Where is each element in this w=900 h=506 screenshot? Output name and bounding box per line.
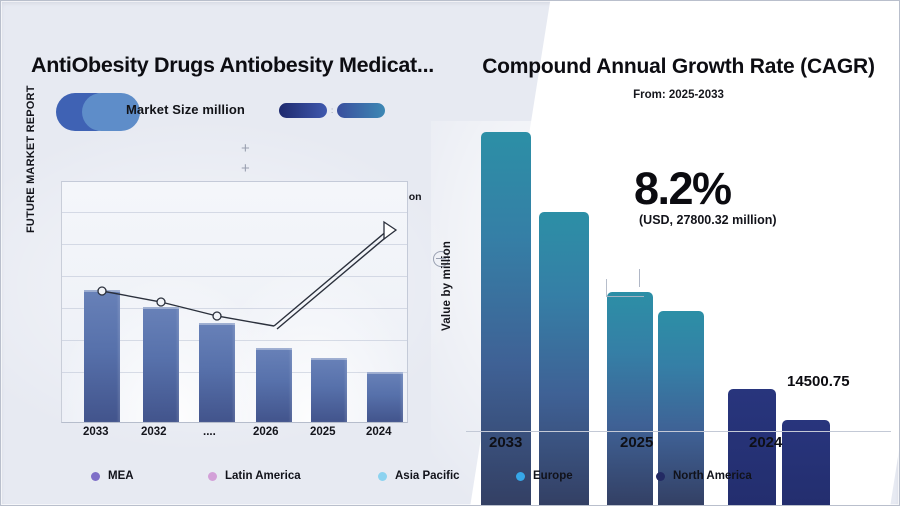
bar-dots bbox=[199, 323, 235, 422]
legend-dot-icon bbox=[378, 471, 387, 481]
cagr-last-bar-value: 14500.75 bbox=[787, 373, 850, 390]
bar-2032 bbox=[143, 307, 179, 422]
x-label-3: 2026 bbox=[253, 426, 279, 438]
left-chart-side-label: FUTURE MARKET REPORT bbox=[25, 85, 37, 233]
bar-2033 bbox=[84, 290, 120, 422]
right-panel: Compound Annual Growth Rate (CAGR) From:… bbox=[456, 1, 899, 505]
cagr-title: Compound Annual Growth Rate (CAGR) bbox=[482, 55, 875, 78]
left-chart-y-axis-label: Value by million bbox=[441, 240, 453, 331]
x-label-2: .... bbox=[203, 426, 216, 438]
ghost-bracket-tick bbox=[639, 269, 641, 287]
cagr-bar-2025-primary bbox=[607, 292, 653, 505]
legend-label: MEA bbox=[108, 470, 134, 482]
legend-label: Europe bbox=[533, 470, 573, 482]
legend-item-europe[interactable]: Europe bbox=[516, 470, 573, 482]
x-label-4: 2025 bbox=[310, 426, 336, 438]
cagr-bar-2024-primary bbox=[728, 389, 776, 505]
cagr-bar-2033-secondary bbox=[539, 212, 589, 505]
legend-item-asia-pacific[interactable]: Asia Pacific bbox=[378, 470, 460, 482]
legend-label: North America bbox=[673, 470, 752, 482]
legend-item-latin-america[interactable]: Latin America bbox=[208, 470, 301, 482]
bar-2025 bbox=[311, 358, 347, 422]
cagr-x-label-2024: 2024 bbox=[749, 434, 783, 451]
region-legend: MEA Latin America Asia Pacific Europe No… bbox=[1, 463, 899, 489]
plus-marker-1: + bbox=[241, 140, 250, 157]
legend-item-mea[interactable]: MEA bbox=[91, 470, 134, 482]
legend-dot-icon bbox=[656, 471, 665, 481]
grid-line bbox=[62, 212, 407, 213]
mini-pill-group: : bbox=[279, 103, 386, 118]
legend-label: Latin America bbox=[225, 470, 301, 482]
cagr-x-label-2033: 2033 bbox=[489, 434, 523, 451]
cagr-bar-2025-secondary bbox=[658, 311, 704, 505]
capsule-right-half bbox=[82, 93, 140, 131]
legend-dot-icon bbox=[91, 471, 100, 481]
left-chart-x-axis: 2033 2032 .... 2026 2025 2024 bbox=[61, 426, 406, 446]
bar-2026 bbox=[256, 348, 292, 422]
circle-minus-icon[interactable] bbox=[433, 251, 449, 267]
x-label-5: 2024 bbox=[366, 426, 392, 438]
mini-pill-secondary bbox=[337, 103, 386, 118]
right-chart-baseline bbox=[466, 431, 891, 432]
legend-label: Asia Pacific bbox=[395, 470, 460, 482]
mini-pill-primary bbox=[279, 103, 327, 118]
ghost-bracket-icon bbox=[606, 279, 644, 297]
market-size-label: Market Size million bbox=[126, 102, 245, 117]
trend-line-overlay bbox=[97, 220, 398, 330]
legend-dot-icon bbox=[208, 471, 217, 481]
x-label-0: 2033 bbox=[83, 426, 109, 438]
cagr-subtitle: From: 2025-2033 bbox=[633, 89, 724, 101]
cagr-value: 8.2% bbox=[634, 163, 732, 214]
cagr-value-note: (USD, 27800.32 million) bbox=[639, 213, 777, 227]
cagr-bar-2024-secondary bbox=[782, 420, 830, 505]
cagr-x-label-2025: 2025 bbox=[620, 434, 654, 451]
mini-pill-separator: : bbox=[331, 106, 334, 115]
grid-line bbox=[62, 244, 407, 245]
market-size-legend: Market Size million : bbox=[56, 91, 396, 133]
capsule-icon bbox=[56, 93, 140, 131]
cagr-bar-2033-primary bbox=[481, 132, 531, 505]
grid-line bbox=[62, 276, 407, 277]
bar-2024 bbox=[367, 372, 403, 422]
legend-item-north-america[interactable]: North America bbox=[656, 470, 752, 482]
left-bar-chart bbox=[61, 181, 408, 423]
legend-dot-icon bbox=[516, 471, 525, 481]
x-label-1: 2032 bbox=[141, 426, 167, 438]
page-title: AntiObesity Drugs Antiobesity Medicat... bbox=[31, 53, 434, 77]
grid-line bbox=[62, 308, 407, 309]
left-panel: AntiObesity Drugs Antiobesity Medicat...… bbox=[1, 1, 461, 505]
plus-marker-2: + bbox=[241, 160, 250, 177]
